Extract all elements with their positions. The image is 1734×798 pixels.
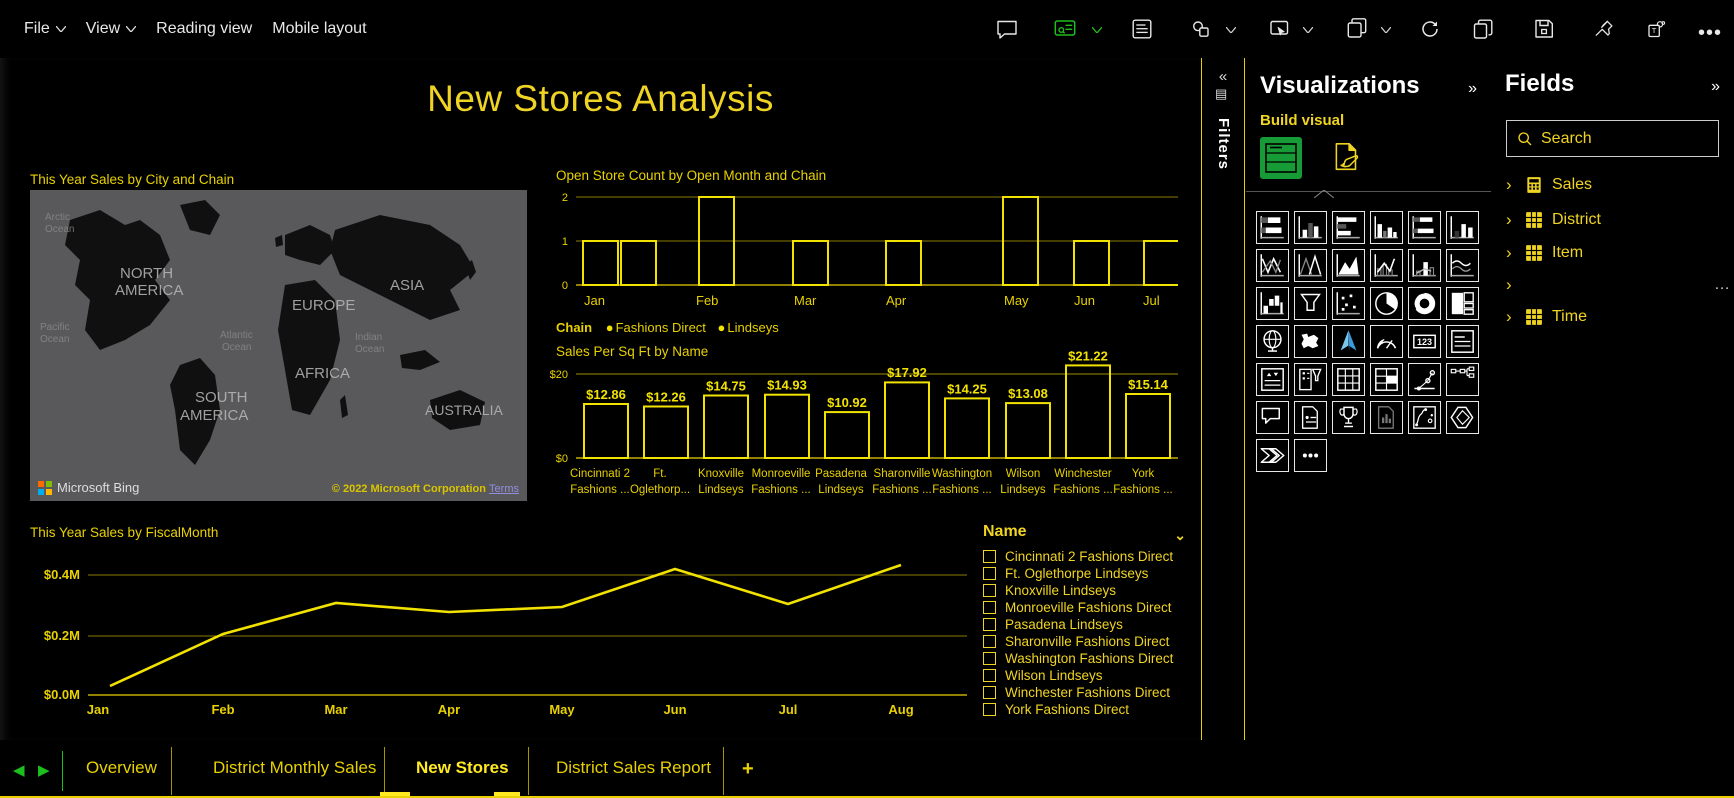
svg-text:AMERICA: AMERICA <box>180 407 248 424</box>
svg-text:1: 1 <box>562 236 568 248</box>
svg-text:$0: $0 <box>556 453 568 465</box>
svg-text:ASIA: ASIA <box>390 277 424 294</box>
svg-text:Arctic: Arctic <box>45 212 70 223</box>
svg-text:Mar: Mar <box>324 702 347 717</box>
svg-text:$15.14: $15.14 <box>1128 377 1169 392</box>
svg-text:T: T <box>1652 26 1657 35</box>
svg-text:$14.75: $14.75 <box>706 379 746 394</box>
svg-text:$0.4M: $0.4M <box>44 567 80 582</box>
svg-text:EUROPE: EUROPE <box>292 297 355 314</box>
svg-text:Atlantic: Atlantic <box>220 330 253 341</box>
svg-text:$0.0M: $0.0M <box>44 687 80 702</box>
svg-text:NORTH: NORTH <box>120 265 173 282</box>
svg-text:$21.22: $21.22 <box>1068 348 1108 363</box>
svg-text:Pacific: Pacific <box>40 322 69 333</box>
svg-text:$12.86: $12.86 <box>586 387 626 402</box>
svg-text:2: 2 <box>562 193 568 204</box>
svg-text:Aug: Aug <box>888 702 913 717</box>
svg-text:Jun: Jun <box>663 702 686 717</box>
svg-text:AMERICA: AMERICA <box>115 282 183 299</box>
svg-text:$12.26: $12.26 <box>646 390 686 405</box>
svg-text:Indian: Indian <box>355 332 382 343</box>
svg-text:Apr: Apr <box>438 702 460 717</box>
svg-text:$10.92: $10.92 <box>827 395 867 410</box>
svg-text:$0.2M: $0.2M <box>44 628 80 643</box>
svg-text:SOUTH: SOUTH <box>195 389 248 406</box>
svg-text:123: 123 <box>1417 337 1432 347</box>
svg-text:$20: $20 <box>550 369 568 381</box>
svg-text:Ocean: Ocean <box>40 334 69 345</box>
svg-text:Ocean: Ocean <box>222 342 251 353</box>
svg-text:Jul: Jul <box>779 702 798 717</box>
svg-text:Ocean: Ocean <box>45 224 74 235</box>
svg-text:$13.08: $13.08 <box>1008 386 1048 401</box>
svg-text:Ocean: Ocean <box>355 344 384 355</box>
svg-text:$17.92: $17.92 <box>887 365 927 380</box>
svg-text:AFRICA: AFRICA <box>295 365 350 382</box>
svg-text:Jan: Jan <box>87 702 109 717</box>
svg-text:0: 0 <box>562 280 568 292</box>
svg-text:$14.93: $14.93 <box>767 378 807 393</box>
svg-text:Feb: Feb <box>211 702 234 717</box>
svg-text:May: May <box>549 702 575 717</box>
svg-text:AUSTRALIA: AUSTRALIA <box>425 402 503 418</box>
svg-text:$14.25: $14.25 <box>947 381 987 396</box>
